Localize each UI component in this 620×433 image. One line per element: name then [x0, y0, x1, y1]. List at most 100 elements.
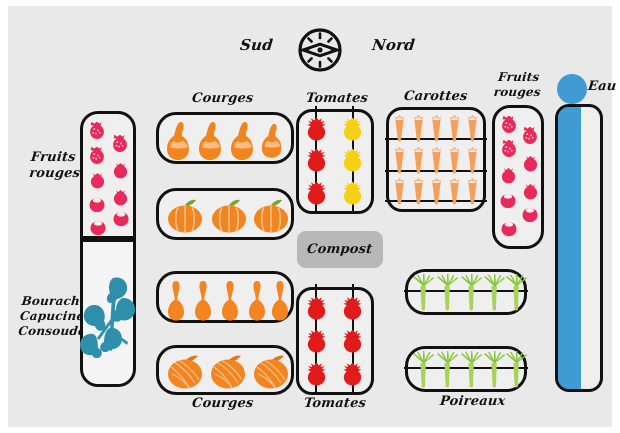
butternut-icon [269, 279, 291, 321]
berry-icon [86, 119, 108, 141]
bed-fruits-rouges-right[interactable] [492, 105, 544, 249]
currant-icon [498, 192, 518, 210]
bed-tomates-bottom[interactable] [296, 284, 374, 395]
leek-icon [459, 351, 483, 391]
butternut-icon [246, 279, 268, 321]
tomato-red-icon [340, 328, 365, 354]
carrot-icon [446, 113, 463, 143]
carrot-icon [464, 176, 481, 206]
pumpkin-striped-icon [207, 351, 249, 391]
bed-label-fruits-rouges-left: Fruits rouges [28, 150, 87, 183]
garden-plan-canvas: Sud Nord Fruits rouges [8, 6, 617, 427]
tomato-yellow-icon [340, 147, 365, 173]
bed-fruits-rouges-left[interactable] [80, 111, 136, 239]
raspberry-icon [498, 164, 519, 186]
carrot-icon [391, 176, 408, 206]
water-reservoir[interactable] [555, 104, 603, 392]
currant-icon [88, 219, 108, 237]
carrot-icon [410, 145, 427, 175]
butternut-icon [165, 279, 187, 321]
carrot-icon [446, 145, 463, 175]
tomato-red-icon [304, 147, 329, 173]
carrot-icon [428, 176, 445, 206]
leek-icon [482, 274, 506, 314]
bed-label-courges-bottom: Courges [191, 396, 255, 411]
leek-icon [459, 274, 483, 314]
leek-icon [435, 351, 459, 391]
carrot-icon [428, 145, 445, 175]
carrot-icon [410, 176, 427, 206]
raspberry-icon [110, 186, 131, 208]
bed-carottes[interactable] [385, 107, 487, 212]
pumpkin-icon [251, 198, 291, 234]
label-line-2: rouges [28, 166, 81, 182]
berry-icon [86, 144, 108, 166]
water-marker-circle [557, 74, 587, 104]
pumpkin-striped-icon [250, 351, 292, 391]
bed-courges-1[interactable] [156, 112, 294, 164]
bed-label-courges-top: Courges [191, 91, 255, 106]
bed-label-carottes: Carottes [403, 89, 469, 104]
butternut-icon [192, 279, 214, 321]
gourd-icon [229, 120, 257, 160]
leek-icon [504, 351, 528, 391]
bed-label-fruits-rouges-right: Fruits rouges [488, 70, 547, 100]
bed-courges-3[interactable] [156, 271, 294, 323]
row-line [404, 367, 528, 369]
raspberry-icon [87, 169, 108, 191]
pumpkin-icon [165, 198, 205, 234]
water-label: Eau [587, 79, 618, 94]
raspberry-icon [520, 152, 541, 174]
tomato-red-icon [304, 180, 329, 206]
tomato-yellow-icon [340, 180, 365, 206]
gourd-icon [197, 120, 225, 160]
berry-icon [498, 113, 520, 135]
bed-courges-2[interactable] [156, 188, 294, 240]
label-line-1: Bourache, [20, 294, 93, 308]
carrot-icon [391, 145, 408, 175]
berry-icon [109, 132, 131, 154]
berry-icon [519, 124, 541, 146]
compass-rose-icon [296, 26, 344, 74]
carrot-icon [410, 113, 427, 143]
label-line-1: Fruits [497, 70, 541, 84]
leek-icon [411, 274, 435, 314]
butternut-icon [219, 279, 241, 321]
bed-herbs-left[interactable] [80, 239, 136, 387]
currant-icon [520, 206, 540, 224]
label-line-2: Capucine, [19, 309, 90, 323]
orientation-label-nord: Nord [371, 36, 416, 54]
tomato-red-icon [304, 361, 329, 387]
bed-poireaux-2[interactable] [404, 346, 528, 392]
carrot-icon [464, 113, 481, 143]
currant-icon [499, 220, 519, 238]
bed-poireaux-1[interactable] [404, 269, 528, 315]
compost-label: Compost [306, 241, 374, 257]
bed-label-tomates-bottom: Tomates [303, 396, 367, 411]
berry-icon [498, 137, 520, 159]
bed-courges-4[interactable] [156, 345, 294, 395]
carrot-icon [464, 145, 481, 175]
tomato-red-icon [340, 295, 365, 321]
currant-icon [111, 210, 131, 228]
orientation-label-sud: Sud [239, 36, 274, 54]
herb-leaves-icon [79, 272, 141, 368]
leek-icon [411, 351, 435, 391]
carrot-icon [391, 113, 408, 143]
row-line [404, 290, 528, 292]
water-fill [558, 107, 582, 389]
tomato-red-icon [304, 295, 329, 321]
gourd-icon [260, 122, 285, 158]
bed-label-herbs-left: Bourache, Capucine, Consoude [17, 294, 93, 339]
bed-label-poireaux: Poireaux [439, 394, 507, 409]
raspberry-icon [110, 159, 131, 181]
bed-tomates-top[interactable] [296, 106, 374, 214]
label-line-3: Consoude [17, 324, 87, 338]
label-line-2: rouges [492, 85, 542, 99]
compost-area[interactable]: Compost [297, 231, 383, 268]
bed-label-tomates-top: Tomates [305, 91, 369, 106]
pumpkin-icon [209, 198, 249, 234]
carrot-icon [446, 176, 463, 206]
leek-icon [504, 274, 528, 314]
gourd-icon [165, 120, 193, 160]
